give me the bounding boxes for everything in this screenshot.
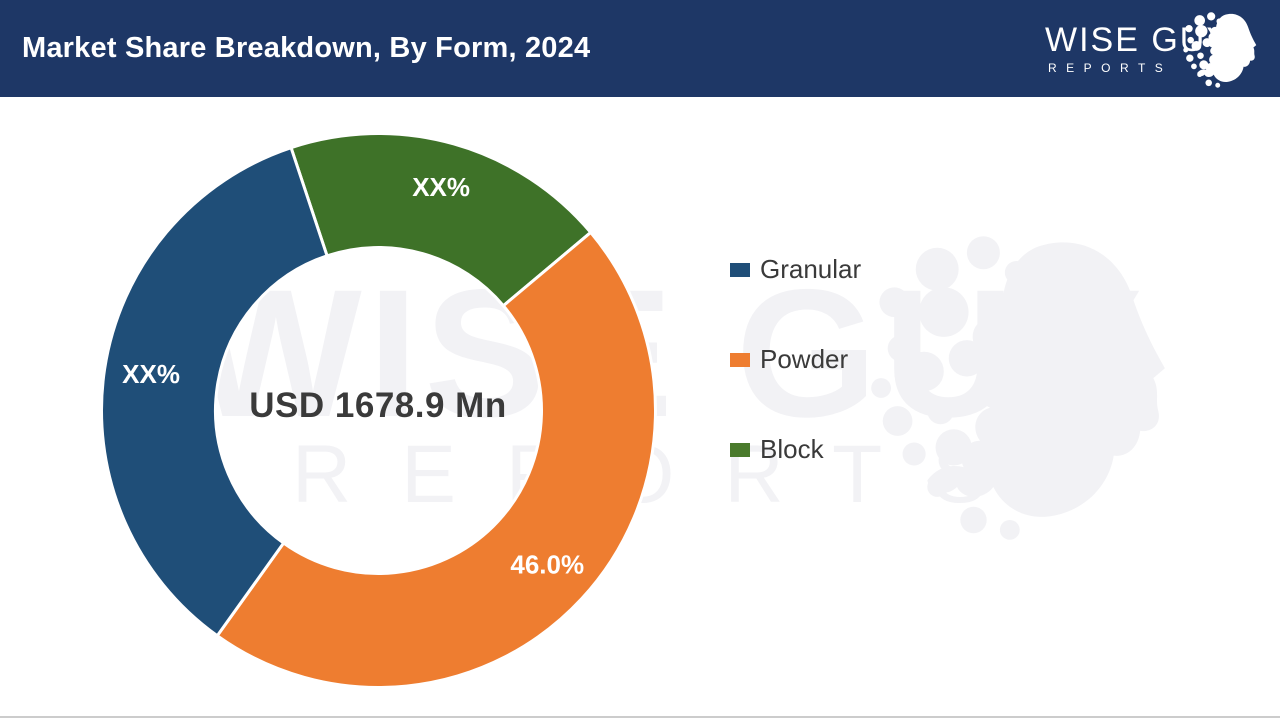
donut-segment-granular bbox=[100, 146, 329, 638]
segment-label-powder: 46.0% bbox=[510, 550, 584, 580]
legend-label: Granular bbox=[760, 254, 862, 284]
segment-label-granular: XX% bbox=[122, 359, 180, 389]
legend-item-powder: Powder bbox=[730, 344, 861, 375]
legend-swatch-icon bbox=[730, 352, 750, 367]
chart-legend: Granular Powder Block bbox=[730, 254, 861, 465]
page-title: Market Share Breakdown, By Form, 2024 bbox=[22, 32, 591, 64]
donut-segment-powder bbox=[215, 230, 657, 689]
legend-swatch-icon bbox=[730, 262, 750, 277]
legend-item-granular: Granular bbox=[730, 254, 861, 285]
legend-label: Powder bbox=[760, 344, 849, 374]
header-bar: Market Share Breakdown, By Form, 2024 WI… bbox=[0, 0, 1280, 97]
chart-center-value: USD 1678.9 Mn bbox=[249, 386, 507, 425]
logo-head-icon bbox=[1183, 12, 1257, 88]
legend-label: Block bbox=[760, 434, 824, 464]
bottom-divider bbox=[0, 716, 1280, 718]
logo-subtext: REPORTS bbox=[1048, 61, 1173, 75]
donut-segment-block bbox=[289, 132, 593, 308]
wiseguy-logo: WISE GUY REPORTS bbox=[1017, 8, 1262, 92]
legend-swatch-icon bbox=[730, 442, 750, 457]
legend-item-block: Block bbox=[730, 434, 861, 465]
segment-label-block: XX% bbox=[412, 172, 470, 202]
